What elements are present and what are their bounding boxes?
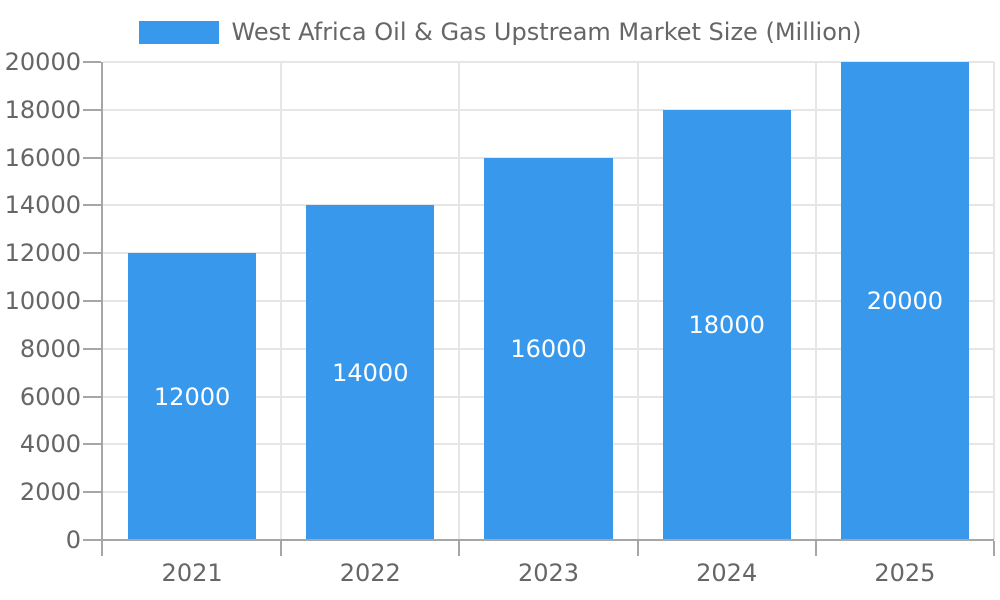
x-tick-label: 2024 — [696, 559, 758, 587]
legend[interactable]: West Africa Oil & Gas Upstream Market Si… — [0, 19, 1000, 45]
bar-value-label: 18000 — [688, 310, 765, 339]
y-tick-mark — [83, 61, 101, 63]
y-tick-mark — [83, 156, 101, 159]
y-tick-mark — [83, 204, 101, 207]
y-tick-label: 6000 — [19, 382, 81, 411]
y-axis-line — [101, 62, 103, 540]
x-tick-label: 2023 — [517, 559, 580, 587]
bar-2022[interactable]: 14000 — [306, 205, 435, 540]
x-tick-label: 2025 — [874, 559, 936, 587]
x-tick-label: 2022 — [339, 559, 401, 587]
bar-2021[interactable]: 12000 — [127, 253, 257, 540]
gridline-vertical — [636, 62, 639, 540]
gridline-vertical — [993, 62, 995, 540]
y-tick-mark — [83, 252, 101, 255]
y-tick-mark — [83, 539, 101, 541]
y-tick-label: 12000 — [4, 239, 81, 268]
y-tick-mark — [83, 443, 101, 446]
y-tick-label: 18000 — [4, 95, 81, 124]
y-tick-mark — [83, 347, 101, 350]
bar-value-label: 14000 — [332, 358, 409, 387]
x-tick-mark — [280, 541, 283, 556]
gridline-horizontal — [103, 61, 994, 63]
y-tick-label: 8000 — [19, 334, 81, 363]
bar-2023[interactable]: 16000 — [484, 157, 613, 540]
y-tick-label: 20000 — [4, 48, 81, 76]
gridline-vertical — [814, 62, 817, 540]
gridline-vertical — [458, 62, 461, 540]
x-tick-mark — [993, 541, 995, 556]
y-tick-mark — [83, 491, 101, 494]
legend-swatch — [138, 20, 219, 44]
bar-2025[interactable]: 20000 — [840, 62, 970, 540]
x-tick-mark — [814, 541, 817, 556]
y-tick-label: 10000 — [4, 287, 81, 315]
y-tick-label: 2000 — [19, 478, 81, 507]
y-tick-label: 14000 — [4, 191, 81, 220]
gridline-vertical — [280, 62, 283, 540]
x-tick-mark — [101, 541, 103, 556]
bar-value-label: 20000 — [866, 287, 944, 315]
gridline-horizontal — [103, 108, 994, 111]
x-tick-label: 2021 — [161, 559, 223, 587]
y-tick-label: 16000 — [4, 143, 81, 172]
y-tick-label: 4000 — [19, 430, 81, 459]
x-axis-line — [101, 539, 994, 541]
y-tick-mark — [83, 395, 101, 398]
x-tick-mark — [458, 541, 461, 556]
legend-label: West Africa Oil & Gas Upstream Market Si… — [231, 18, 862, 46]
bar-value-label: 12000 — [153, 382, 231, 411]
bar-value-label: 16000 — [510, 334, 587, 363]
x-tick-mark — [636, 541, 639, 556]
y-tick-label: 0 — [65, 526, 81, 554]
y-tick-mark — [83, 108, 101, 111]
bar-2024[interactable]: 18000 — [662, 109, 791, 540]
y-tick-mark — [83, 300, 101, 302]
